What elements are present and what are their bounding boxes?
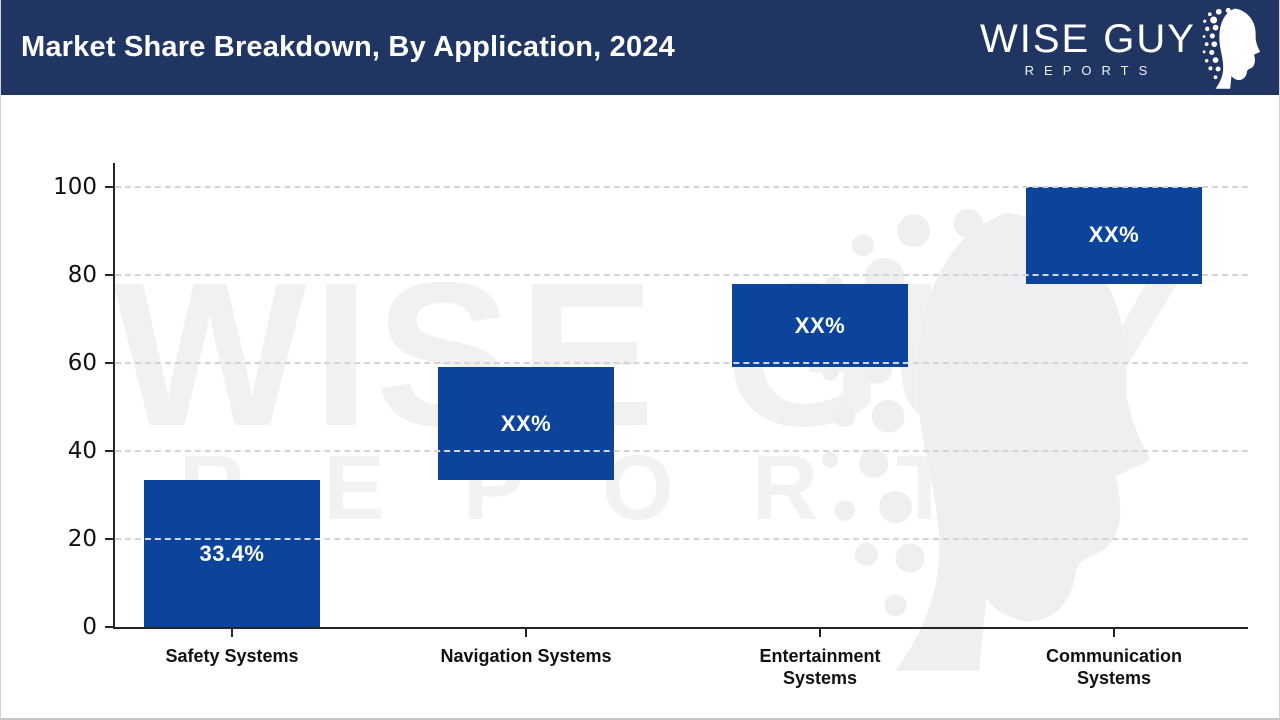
x-axis-tick xyxy=(818,629,822,637)
bar-safety-systems: 33.4% xyxy=(144,480,320,627)
y-axis-tick xyxy=(105,625,113,629)
y-axis-tick xyxy=(105,537,113,541)
bar-value-label-safety-systems: 33.4% xyxy=(199,540,265,566)
bar-communication-systems: XX% xyxy=(1026,187,1202,284)
x-axis-category-label-safety-systems: Safety Systems xyxy=(165,646,299,666)
gridline-20 xyxy=(115,538,1248,540)
y-axis-tick-label: 20 xyxy=(67,526,97,552)
bar-value-label-entertainment-systems: XX% xyxy=(794,312,846,338)
gridline-80 xyxy=(115,274,1248,276)
x-axis-category-label-navigation-systems: Navigation Systems xyxy=(440,646,612,666)
bar-navigation-systems: XX% xyxy=(438,367,614,481)
wiseguy-logo-text: WISE GUY REPORTS xyxy=(980,19,1196,78)
x-axis-category-label-communication-systems: Communication Systems xyxy=(1045,646,1182,688)
page-title: Market Share Breakdown, By Application, … xyxy=(21,31,675,63)
x-axis-tick xyxy=(1112,629,1116,637)
bar-entertainment-systems: XX% xyxy=(732,283,908,368)
y-axis-tick xyxy=(105,185,113,189)
wiseguy-logo-name: WISE GUY xyxy=(979,16,1196,61)
y-axis-tick xyxy=(105,449,113,453)
gridline-100 xyxy=(115,186,1248,188)
gridline-40 xyxy=(115,450,1248,452)
y-axis-tick xyxy=(105,273,113,277)
x-axis-tick xyxy=(524,629,528,637)
bar-value-label-navigation-systems: XX% xyxy=(500,410,552,436)
y-axis-tick-label: 80 xyxy=(67,262,97,288)
wiseguy-logo-sub: REPORTS xyxy=(1024,62,1158,78)
wiseguy-logo: WISE GUY REPORTS xyxy=(980,6,1269,90)
bar-value-label-communication-systems: XX% xyxy=(1088,222,1140,248)
y-axis-tick-label: 60 xyxy=(67,350,97,376)
wiseguy-head-icon xyxy=(1202,7,1261,89)
y-axis-tick-label: 0 xyxy=(82,614,97,640)
gridline-60 xyxy=(115,362,1248,364)
y-axis-tick-label: 40 xyxy=(67,438,97,464)
y-axis-tick-label: 100 xyxy=(53,174,97,200)
header-bar: Market Share Breakdown, By Application, … xyxy=(1,0,1279,95)
x-axis-category-label-entertainment-systems: Entertainment Systems xyxy=(759,646,881,688)
x-axis-tick xyxy=(230,629,234,637)
plot-area: 0 20 40 60 80 100 33.4% Safety Systems XX% Naviga… xyxy=(53,163,1248,688)
y-axis-tick xyxy=(105,361,113,365)
